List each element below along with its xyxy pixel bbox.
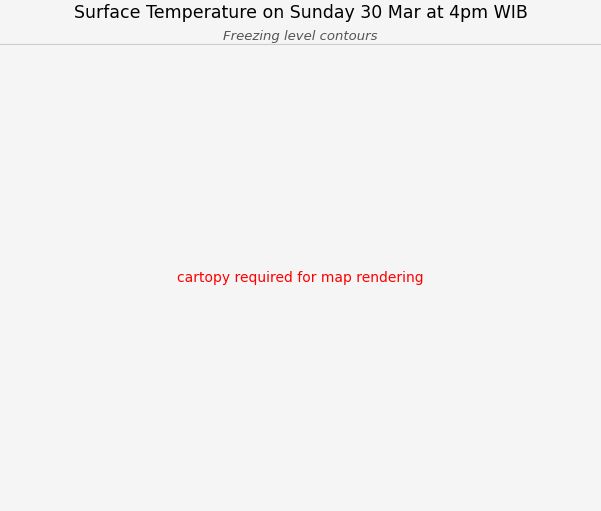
Text: Surface Temperature on Sunday 30 Mar at 4pm WIB: Surface Temperature on Sunday 30 Mar at …	[73, 4, 528, 21]
Text: cartopy required for map rendering: cartopy required for map rendering	[177, 271, 424, 285]
Text: Freezing level contours: Freezing level contours	[223, 30, 378, 43]
